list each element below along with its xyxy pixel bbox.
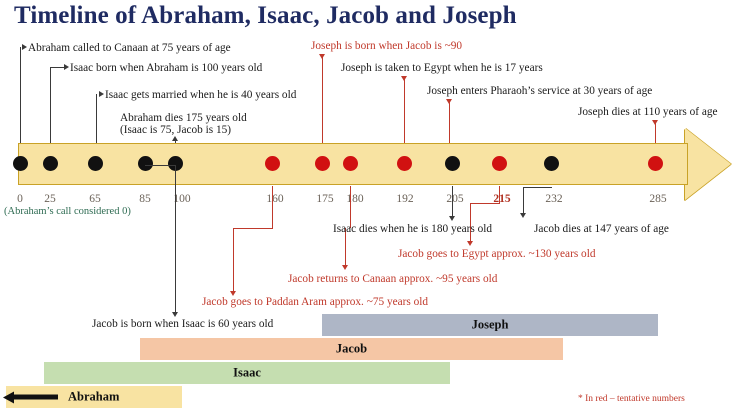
left-arrow-icon [3, 391, 58, 403]
annotation-joseph-pharaoh: Joseph enters Pharaoh’s service at 30 ye… [427, 85, 653, 97]
annotation-abraham-called: Abraham called to Canaan at 75 years of … [28, 42, 231, 54]
timeline-dot-7 [343, 156, 358, 171]
era-bar-jacob: Jacob [140, 338, 563, 360]
page-title: Timeline of Abraham, Isaac, Jacob and Jo… [14, 2, 517, 29]
tick-label-285: 285 [649, 193, 667, 205]
tick-label-160: 160 [266, 193, 284, 205]
timeline-arrow-head [685, 128, 731, 200]
leader-jacob-dies-v1 [523, 187, 524, 214]
tick-label-215: 215 [493, 193, 511, 205]
timeline-dot-9 [445, 156, 460, 171]
era-bar-label: Abraham [68, 389, 120, 404]
leader-arrow-paddan [230, 291, 236, 296]
annotation-isaac-dies: Isaac dies when he is 180 years old [333, 223, 493, 235]
leader-paddan-h [233, 228, 273, 229]
timeline-dot-3 [138, 156, 153, 171]
annotation-joseph-to-egypt: Joseph is taken to Egypt when he is 17 y… [341, 62, 543, 74]
timeline-dot-11 [544, 156, 559, 171]
annotation-abraham-dies-line1: Abraham dies 175 years old [120, 112, 247, 124]
tick-label-192: 192 [396, 193, 414, 205]
timeline-zero-note: (Abraham’s call considered 0) [4, 206, 131, 217]
tick-label-175: 175 [316, 193, 334, 205]
annotation-paddan-aram: Jacob goes to Paddan Aram approx. ~75 ye… [202, 296, 429, 308]
leader-line-isaac-born-v [50, 67, 51, 158]
leader-arrow-isaac-married [99, 91, 104, 97]
leader-paddan-v1 [272, 186, 273, 228]
leader-jacob-dies-h [523, 187, 552, 188]
era-bar-label: Jacob [335, 341, 368, 356]
leader-arrow-jacob-dies [520, 213, 526, 218]
leader-arrow-jacob-born [172, 312, 178, 317]
tick-label-0: 0 [17, 193, 23, 205]
timeline-dot-6 [315, 156, 330, 171]
leader-arrow-jacob-canaan [342, 265, 348, 270]
leader-jacob-egypt-v2 [470, 203, 471, 242]
footnote-red-tentative: * In red – tentative numbers [578, 394, 685, 404]
era-bar-isaac: Isaac [44, 362, 450, 384]
leader-line-abraham-called [20, 47, 21, 158]
annotation-jacob-egypt: Jacob goes to Egypt approx. ~130 years o… [398, 248, 596, 260]
leader-arrow-jacob-egypt [467, 241, 473, 246]
leader-arrow-isaac-dies [449, 216, 455, 221]
timeline-dot-5 [265, 156, 280, 171]
annotation-jacob-born: Jacob is born when Isaac is 60 years old [92, 318, 274, 330]
leader-arrow-joseph-dies [652, 120, 658, 125]
timeline-dot-10 [492, 156, 507, 171]
tick-label-85: 85 [139, 193, 151, 205]
leader-line-joseph-pharaoh [449, 102, 450, 158]
leader-isaac-dies-v [350, 186, 351, 228]
timeline-dot-2 [88, 156, 103, 171]
leader-arrow-joseph-born [319, 54, 325, 59]
leader-jacob-canaan-v [345, 228, 346, 266]
tick-label-232: 232 [545, 193, 563, 205]
leader-arrow-joseph-to-egypt [401, 76, 407, 81]
tick-label-180: 180 [346, 193, 364, 205]
leader-line-joseph-dies [655, 123, 656, 158]
leader-paddan-v2 [233, 228, 234, 292]
leader-line-isaac-born-h [50, 67, 65, 68]
annotation-joseph-born: Joseph is born when Jacob is ~90 [311, 40, 463, 52]
era-bar-label: Joseph [471, 317, 509, 332]
annotation-jacob-canaan: Jacob returns to Canaan approx. ~95 year… [288, 273, 498, 285]
era-bar-label: Isaac [233, 365, 261, 380]
leader-arrow-isaac-born [64, 64, 69, 70]
timeline-dot-12 [648, 156, 663, 171]
era-bar-abraham: Abraham [3, 386, 182, 408]
leader-arrow-abraham-called [22, 44, 27, 50]
tick-label-100: 100 [173, 193, 191, 205]
annotation-isaac-born: Isaac born when Abraham is 100 years old [70, 62, 263, 74]
leader-isaac-dies-arrow-v [452, 186, 453, 217]
leader-line-joseph-to-egypt [404, 79, 405, 158]
annotation-isaac-married: Isaac gets married when he is 40 years o… [105, 89, 297, 101]
leader-jacob-egypt-v1 [499, 186, 500, 203]
timeline-dot-4 [168, 156, 183, 171]
tick-label-65: 65 [89, 193, 101, 205]
tick-label-25: 25 [44, 193, 56, 205]
timeline-dot-8 [397, 156, 412, 171]
tick-label-205: 205 [446, 193, 464, 205]
leader-line-isaac-married [96, 94, 97, 158]
annotation-abraham-dies-line2: (Isaac is 75, Jacob is 15) [120, 124, 232, 136]
leader-jacob-egypt-h [470, 203, 500, 204]
leader-arrow-joseph-pharaoh [446, 99, 452, 104]
timeline-dot-0 [13, 156, 28, 171]
era-bar-joseph: Joseph [322, 314, 658, 336]
annotation-joseph-dies: Joseph dies at 110 years of age [578, 106, 718, 118]
annotation-jacob-dies: Jacob dies at 147 years of age [534, 223, 669, 235]
leader-jacob-born-v [175, 165, 176, 313]
timeline-dot-1 [43, 156, 58, 171]
leader-jacob-born-h1 [145, 165, 175, 166]
leader-line-joseph-born [322, 57, 323, 158]
